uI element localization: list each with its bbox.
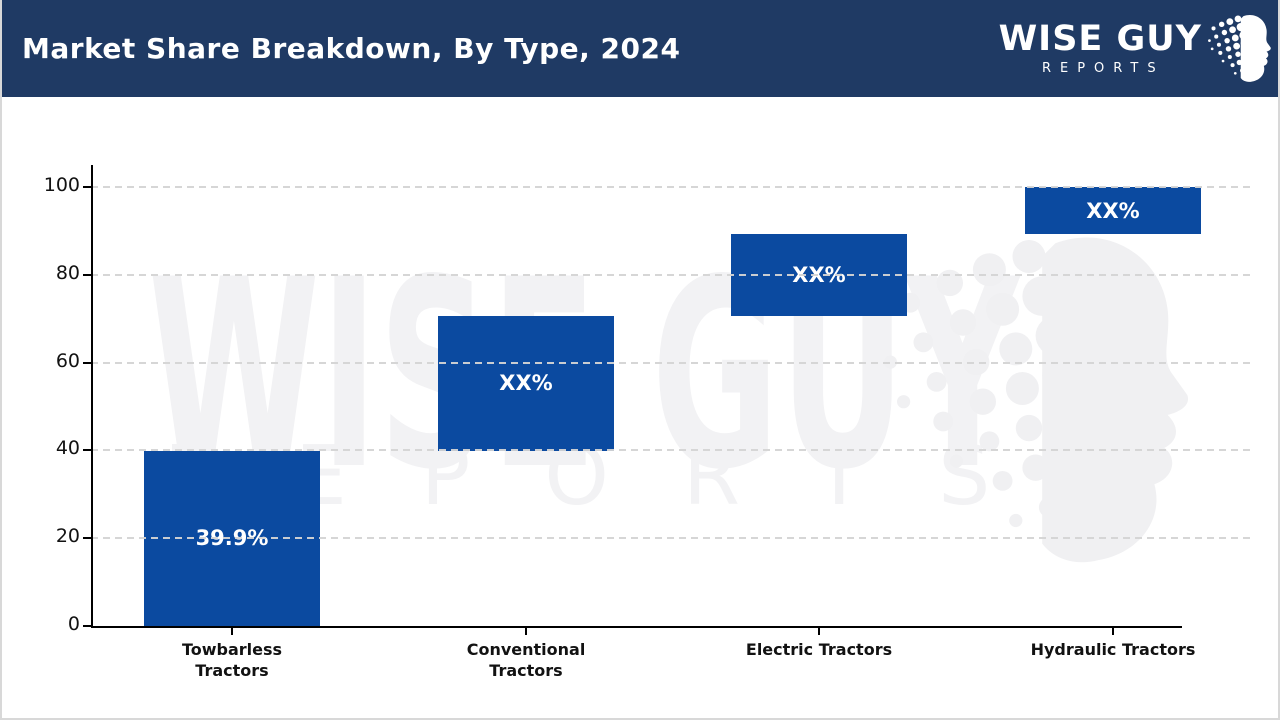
bar-segment: XX% — [1025, 187, 1201, 235]
y-tick-mark — [83, 361, 91, 364]
x-tick-mark — [525, 628, 527, 635]
x-category-label: Conventional Tractors — [416, 640, 636, 682]
x-category-line: Hydraulic Tractors — [1030, 640, 1196, 659]
wise-guy-logo: WISE GUY REPORTS — [999, 8, 1272, 90]
gridline — [91, 186, 1254, 188]
x-tick-mark — [1112, 628, 1114, 635]
watermark-head-icon — [883, 237, 1189, 563]
bar-value-label: XX% — [499, 371, 553, 396]
x-category-label: Hydraulic Tractors — [1003, 640, 1223, 661]
y-tick-mark — [83, 186, 91, 188]
logo-subtitle: REPORTS — [1041, 61, 1165, 76]
chart-title: Market Share Breakdown, By Type, 2024 — [22, 32, 681, 65]
header-bar: Market Share Breakdown, By Type, 2024 WI… — [2, 0, 1278, 97]
x-category-line: Tractors — [489, 660, 563, 680]
x-category-label: Electric Tractors — [709, 640, 929, 661]
y-tick-label: 20 — [55, 525, 80, 548]
y-tick-label: 80 — [55, 261, 80, 284]
bar-value-label: XX% — [1086, 198, 1140, 223]
gridline — [91, 273, 1254, 276]
x-category-line: Towbarless — [181, 640, 283, 659]
y-tick-mark — [83, 449, 91, 452]
gridline — [91, 449, 1254, 452]
gridline — [91, 361, 1254, 364]
y-tick-label: 0 — [67, 613, 80, 635]
y-tick-mark — [83, 625, 91, 627]
x-tick-mark — [818, 628, 820, 635]
x-category-line: Conventional — [466, 640, 586, 659]
logo-text: WISE GUY REPORTS — [998, 19, 1202, 77]
bar-segment: XX% — [438, 315, 614, 451]
x-axis-spine — [91, 626, 1182, 628]
x-tick-mark — [231, 628, 233, 635]
y-tick-mark — [83, 273, 91, 276]
y-tick-label: 100 — [43, 174, 80, 196]
x-category-line: Tractors — [195, 660, 269, 680]
y-tick-label: 40 — [55, 437, 80, 460]
x-category-line: Electric Tractors — [745, 640, 893, 659]
y-axis-spine — [91, 165, 93, 628]
y-tick-mark — [83, 537, 91, 540]
x-category-label: Towbarless Tractors — [122, 640, 342, 682]
y-tick-label: 60 — [55, 349, 80, 372]
logo-head-icon — [1208, 14, 1271, 82]
logo-wordmark: WISE GUY — [998, 19, 1202, 59]
gridline — [91, 537, 1254, 540]
